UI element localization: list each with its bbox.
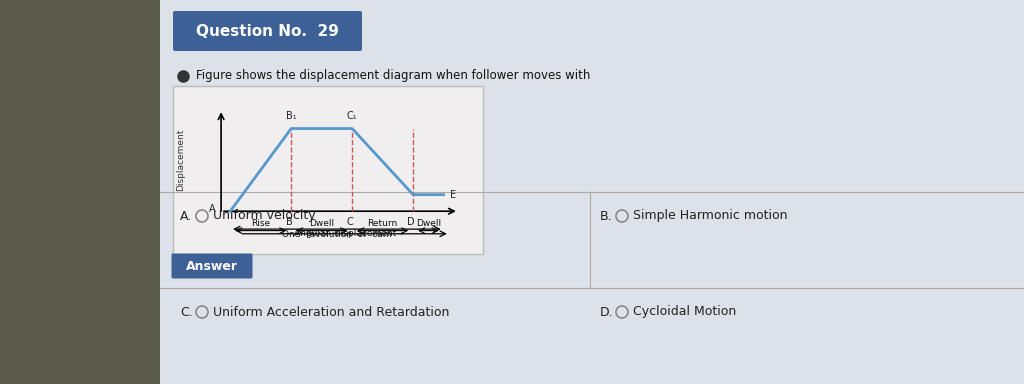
Text: E: E (450, 190, 456, 200)
Text: Cycloidal Motion: Cycloidal Motion (633, 306, 736, 318)
Text: D.: D. (600, 306, 613, 318)
Text: A: A (209, 204, 215, 214)
Text: B: B (286, 217, 293, 227)
Bar (173, 86, 483, 254)
Text: Question No.  29: Question No. 29 (196, 23, 339, 38)
Text: Dwell: Dwell (309, 219, 334, 228)
Text: B₁: B₁ (286, 111, 297, 121)
Text: C₁: C₁ (347, 111, 357, 121)
Text: D: D (408, 217, 415, 227)
Text: Answer: Answer (186, 260, 238, 273)
Text: A.: A. (180, 210, 193, 222)
Bar (0, 0, 160, 384)
Text: Simple Harmonic motion: Simple Harmonic motion (633, 210, 787, 222)
Text: Uniform Acceleration and Retardation: Uniform Acceleration and Retardation (213, 306, 450, 318)
Text: C: C (347, 217, 353, 227)
Text: Uniform velocity: Uniform velocity (213, 210, 315, 222)
Text: One  revolution  of  cam: One revolution of cam (283, 230, 391, 239)
Text: C.: C. (180, 306, 193, 318)
FancyBboxPatch shape (173, 11, 362, 51)
Text: Figure shows the displacement diagram when follower moves with: Figure shows the displacement diagram wh… (196, 70, 591, 83)
Bar (160, 0, 1024, 384)
Text: Dwell: Dwell (416, 219, 441, 228)
FancyBboxPatch shape (171, 253, 253, 278)
Text: Displacement: Displacement (176, 129, 185, 191)
Text: Return: Return (368, 219, 397, 228)
Text: —Angular  displacement→: —Angular displacement→ (285, 229, 403, 238)
Text: Rise: Rise (251, 219, 270, 228)
Text: B.: B. (600, 210, 612, 222)
